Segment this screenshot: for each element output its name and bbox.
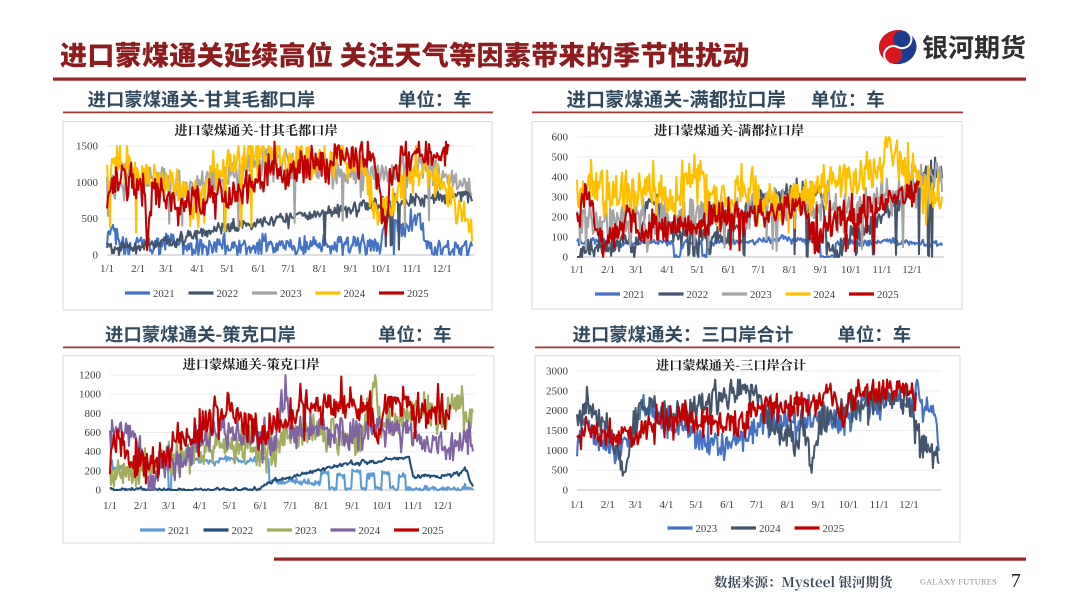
svg-text:0: 0 — [93, 250, 99, 262]
svg-text:10/1: 10/1 — [839, 499, 859, 511]
svg-text:2500: 2500 — [546, 385, 569, 397]
svg-text:11/1: 11/1 — [404, 500, 423, 512]
svg-text:200: 200 — [552, 212, 569, 224]
svg-text:2/1: 2/1 — [601, 264, 615, 276]
svg-text:500: 500 — [82, 213, 99, 225]
svg-text:1/1: 1/1 — [570, 499, 584, 511]
svg-text:7: 7 — [1011, 571, 1021, 592]
svg-text:6/1: 6/1 — [720, 499, 734, 511]
svg-text:8/1: 8/1 — [783, 264, 797, 276]
svg-text:2023: 2023 — [696, 523, 718, 535]
svg-text:1000: 1000 — [546, 445, 569, 457]
svg-text:6/1: 6/1 — [253, 500, 267, 512]
svg-text:2/1: 2/1 — [601, 499, 615, 511]
svg-text:1000: 1000 — [76, 177, 99, 189]
svg-text:2025: 2025 — [823, 523, 845, 535]
svg-text:10/1: 10/1 — [841, 264, 861, 276]
svg-text:2024: 2024 — [344, 288, 366, 300]
svg-text:400: 400 — [85, 446, 102, 458]
svg-text:12/1: 12/1 — [899, 499, 919, 511]
svg-text:0: 0 — [563, 485, 569, 497]
svg-text:5/1: 5/1 — [690, 264, 704, 276]
svg-text:600: 600 — [552, 132, 569, 144]
svg-text:2025: 2025 — [407, 288, 429, 300]
svg-text:6/1: 6/1 — [251, 263, 265, 275]
svg-text:3000: 3000 — [546, 366, 569, 378]
svg-text:8/1: 8/1 — [313, 263, 327, 275]
svg-text:9/1: 9/1 — [345, 500, 359, 512]
svg-text:8/1: 8/1 — [314, 500, 328, 512]
svg-text:2022: 2022 — [687, 289, 709, 301]
svg-text:1/1: 1/1 — [103, 500, 117, 512]
svg-text:2023: 2023 — [280, 288, 302, 300]
svg-text:0: 0 — [563, 252, 569, 264]
svg-text:4/1: 4/1 — [190, 263, 204, 275]
svg-text:0: 0 — [96, 485, 102, 497]
svg-text:1/1: 1/1 — [100, 263, 114, 275]
svg-text:6/1: 6/1 — [721, 264, 735, 276]
svg-text:8/1: 8/1 — [781, 499, 795, 511]
svg-text:3/1: 3/1 — [629, 264, 643, 276]
svg-text:7/1: 7/1 — [751, 264, 765, 276]
svg-text:2022: 2022 — [217, 288, 239, 300]
svg-text:12/1: 12/1 — [433, 500, 453, 512]
svg-text:200: 200 — [85, 465, 102, 477]
svg-text:2021: 2021 — [168, 525, 190, 537]
svg-text:2022: 2022 — [232, 525, 254, 537]
svg-text:7/1: 7/1 — [281, 263, 295, 275]
svg-text:2021: 2021 — [623, 289, 645, 301]
svg-text:10/1: 10/1 — [371, 263, 391, 275]
svg-text:300: 300 — [552, 192, 569, 204]
svg-text:500: 500 — [552, 152, 569, 164]
svg-text:9/1: 9/1 — [814, 264, 828, 276]
svg-text:1000: 1000 — [79, 389, 102, 401]
svg-text:2023: 2023 — [750, 289, 772, 301]
svg-text:500: 500 — [552, 465, 569, 477]
svg-text:9/1: 9/1 — [344, 263, 358, 275]
svg-text:2021: 2021 — [153, 288, 175, 300]
svg-text:800: 800 — [85, 408, 102, 420]
svg-text:2025: 2025 — [877, 289, 899, 301]
svg-text:1200: 1200 — [79, 370, 102, 382]
svg-text:2/1: 2/1 — [131, 263, 145, 275]
svg-text:12/1: 12/1 — [432, 263, 452, 275]
svg-text:11/1: 11/1 — [870, 499, 889, 511]
svg-text:1/1: 1/1 — [570, 264, 584, 276]
svg-text:400: 400 — [552, 172, 569, 184]
svg-text:4/1: 4/1 — [193, 500, 207, 512]
svg-text:600: 600 — [85, 427, 102, 439]
svg-text:11/1: 11/1 — [872, 264, 891, 276]
svg-text:11/1: 11/1 — [402, 263, 421, 275]
svg-text:9/1: 9/1 — [811, 499, 825, 511]
svg-text:3/1: 3/1 — [159, 263, 173, 275]
svg-text:2023: 2023 — [295, 525, 317, 537]
svg-text:10/1: 10/1 — [372, 500, 392, 512]
svg-text:2024: 2024 — [759, 523, 781, 535]
svg-text:2024: 2024 — [814, 289, 836, 301]
svg-text:2/1: 2/1 — [134, 500, 148, 512]
svg-text:4/1: 4/1 — [659, 499, 673, 511]
svg-text:5/1: 5/1 — [689, 499, 703, 511]
svg-text:7/1: 7/1 — [750, 499, 764, 511]
svg-text:1500: 1500 — [546, 425, 569, 437]
svg-text:3/1: 3/1 — [629, 499, 643, 511]
svg-text:12/1: 12/1 — [902, 264, 922, 276]
svg-text:7/1: 7/1 — [283, 500, 297, 512]
svg-text:2024: 2024 — [359, 525, 381, 537]
svg-text:2025: 2025 — [422, 525, 444, 537]
svg-text:1500: 1500 — [76, 141, 99, 153]
svg-text:5/1: 5/1 — [220, 263, 234, 275]
svg-text:2000: 2000 — [546, 405, 569, 417]
svg-text:5/1: 5/1 — [223, 500, 237, 512]
svg-text:4/1: 4/1 — [660, 264, 674, 276]
svg-text:GALAXY FUTURES: GALAXY FUTURES — [920, 578, 997, 587]
svg-text:100: 100 — [552, 232, 569, 244]
svg-text:3/1: 3/1 — [162, 500, 176, 512]
